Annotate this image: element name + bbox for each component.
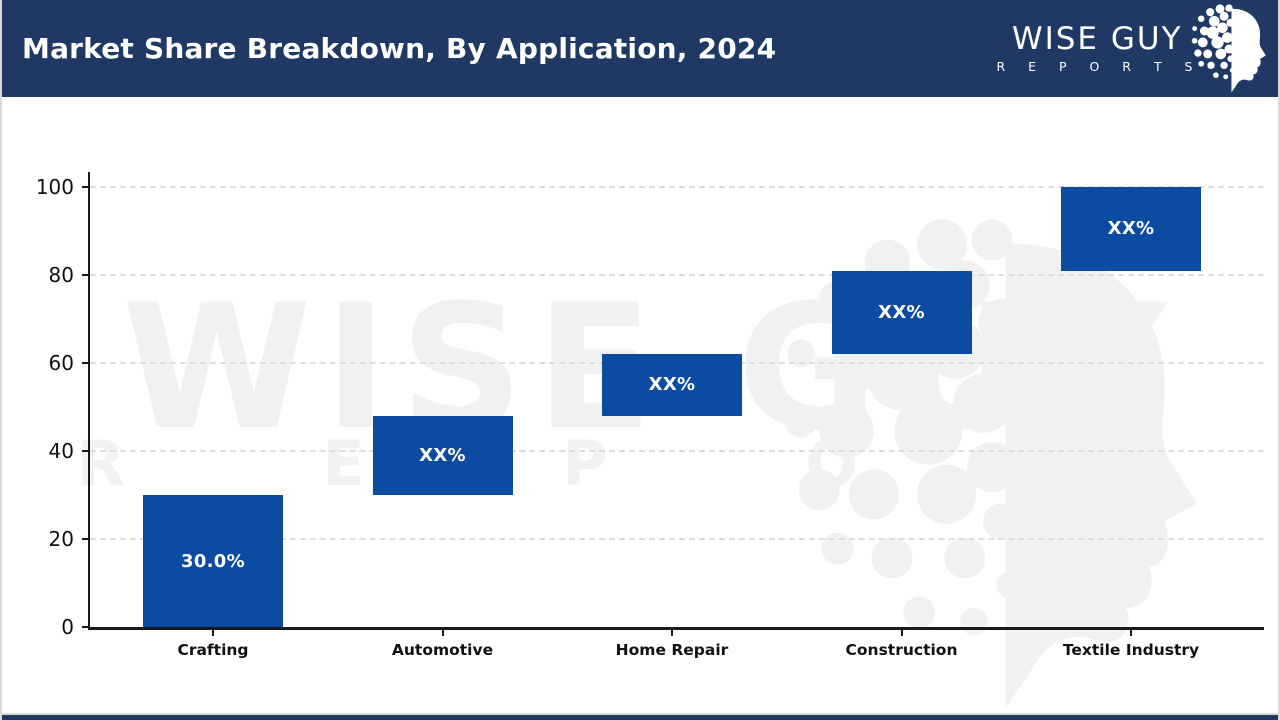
y-axis-tick: [82, 186, 90, 188]
x-axis-tick: [671, 630, 673, 636]
category-label: Automotive: [391, 641, 494, 659]
logo-name-text: WISE GUY: [1011, 21, 1183, 58]
footer-bar: [2, 715, 1278, 720]
watermark-face-icon: [785, 219, 1197, 708]
x-axis-line: [88, 627, 1264, 630]
y-axis-tick-label: 80: [48, 263, 74, 287]
page-title: Market Share Breakdown, By Application, …: [22, 32, 777, 65]
category-label: Textile Industry: [1062, 641, 1200, 659]
category-label: Construction: [845, 641, 958, 659]
bar-value-label: XX%: [1107, 218, 1155, 240]
x-axis-tick: [900, 630, 903, 636]
y-axis-tick: [82, 626, 90, 628]
gridline: [90, 538, 1264, 540]
bar-textile-industry: XX%: [1061, 187, 1201, 271]
x-axis-tick: [212, 630, 214, 636]
y-axis-tick-label: 20: [48, 527, 74, 551]
footer-divider: [2, 713, 1278, 715]
bar-crafting: 30.0%: [143, 495, 283, 627]
x-axis-tick: [1130, 630, 1132, 636]
bar-value-label: XX%: [648, 374, 696, 396]
y-axis-tick-label: 0: [61, 615, 74, 639]
y-axis-line: [88, 172, 90, 629]
bar-value-label: XX%: [419, 444, 466, 466]
y-axis-tick: [82, 274, 90, 276]
bar-home-repair: XX%: [602, 354, 742, 416]
brand-logo: WISE GUY R E P O R T S: [992, 3, 1272, 94]
y-axis-tick-label: 40: [48, 439, 74, 463]
logo-subtext: R E P O R T S: [996, 58, 1202, 74]
bar-value-label: XX%: [878, 301, 925, 323]
bar-value-label: 30.0%: [181, 550, 245, 572]
gridline: [90, 450, 1264, 452]
y-axis-tick: [82, 362, 90, 364]
category-label: Home Repair: [615, 641, 729, 659]
bar-construction: XX%: [831, 270, 972, 355]
y-axis-tick: [82, 450, 90, 452]
gridline: [90, 274, 1264, 276]
category-label: Crafting: [177, 641, 249, 659]
header: Market Share Breakdown, By Application, …: [2, 0, 1278, 97]
y-axis-tick-label: 100: [35, 175, 74, 199]
x-axis-tick: [441, 630, 444, 636]
logo-wordmark: WISE GUY R E P O R T S: [992, 23, 1202, 74]
logo-face-icon: [1191, 3, 1266, 92]
gridline: [90, 186, 1264, 188]
bar-automotive: XX%: [372, 415, 513, 495]
y-axis-tick: [82, 538, 90, 540]
y-axis-tick-label: 60: [48, 351, 74, 375]
